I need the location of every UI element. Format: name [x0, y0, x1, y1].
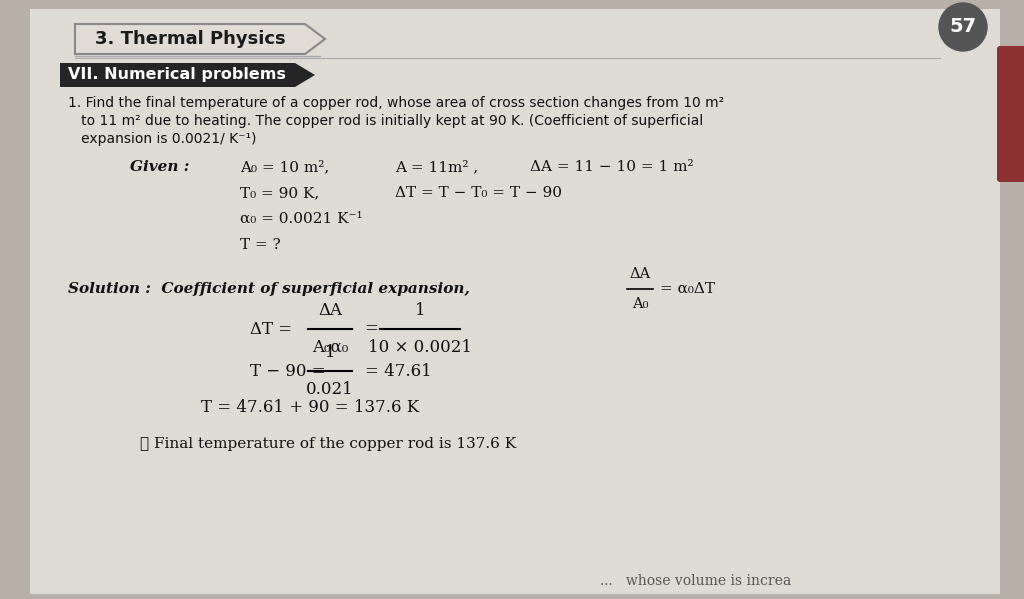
Text: T − 90 =: T − 90 =: [250, 362, 326, 380]
Text: to 11 m² due to heating. The copper rod is initially kept at 90 K. (Coefficient : to 11 m² due to heating. The copper rod …: [68, 114, 703, 128]
Circle shape: [939, 3, 987, 51]
Text: 0.021: 0.021: [306, 381, 354, 398]
Text: ...   whose volume is increa: ... whose volume is increa: [600, 574, 792, 588]
FancyBboxPatch shape: [30, 9, 1000, 594]
Polygon shape: [60, 63, 315, 87]
Text: α₀ = 0.0021 K⁻¹: α₀ = 0.0021 K⁻¹: [240, 212, 362, 226]
Text: 57: 57: [949, 17, 977, 37]
Text: T₀ = 90 K,: T₀ = 90 K,: [240, 186, 319, 200]
Text: Solution :  Coefficient of superficial expansion,: Solution : Coefficient of superficial ex…: [68, 282, 470, 296]
Text: 1: 1: [325, 344, 335, 361]
Text: Given :: Given :: [130, 160, 189, 174]
Text: ΔA: ΔA: [318, 302, 342, 319]
FancyBboxPatch shape: [997, 46, 1024, 182]
Text: A = 11m² ,: A = 11m² ,: [395, 160, 478, 174]
Text: =: =: [364, 320, 378, 337]
Text: A₀ = 10 m²,: A₀ = 10 m²,: [240, 160, 330, 174]
Text: = α₀ΔT: = α₀ΔT: [660, 282, 715, 296]
Text: A₀: A₀: [632, 297, 648, 311]
Text: T = 47.61 + 90 = 137.6 K: T = 47.61 + 90 = 137.6 K: [201, 398, 419, 416]
Text: 10 × 0.0021: 10 × 0.0021: [368, 339, 472, 356]
Text: A₀α₀: A₀α₀: [312, 339, 348, 356]
Text: = 47.61: = 47.61: [365, 362, 432, 380]
Text: ∴ Final temperature of the copper rod is 137.6 K: ∴ Final temperature of the copper rod is…: [140, 437, 516, 451]
Text: T = ?: T = ?: [240, 238, 281, 252]
Text: expansion is 0.0021/ K⁻¹): expansion is 0.0021/ K⁻¹): [68, 132, 256, 146]
Text: ΔT = T − T₀ = T − 90: ΔT = T − T₀ = T − 90: [395, 186, 562, 200]
Text: 1: 1: [415, 302, 425, 319]
Text: 1. Find the final temperature of a copper rod, whose area of cross section chang: 1. Find the final temperature of a coppe…: [68, 96, 724, 110]
Text: VII. Numerical problems: VII. Numerical problems: [68, 68, 286, 83]
Text: ΔA: ΔA: [630, 267, 650, 281]
Polygon shape: [75, 24, 325, 54]
Text: 3. Thermal Physics: 3. Thermal Physics: [94, 30, 286, 48]
Text: ΔA = 11 − 10 = 1 m²: ΔA = 11 − 10 = 1 m²: [530, 160, 693, 174]
Text: ΔT =: ΔT =: [250, 320, 292, 337]
